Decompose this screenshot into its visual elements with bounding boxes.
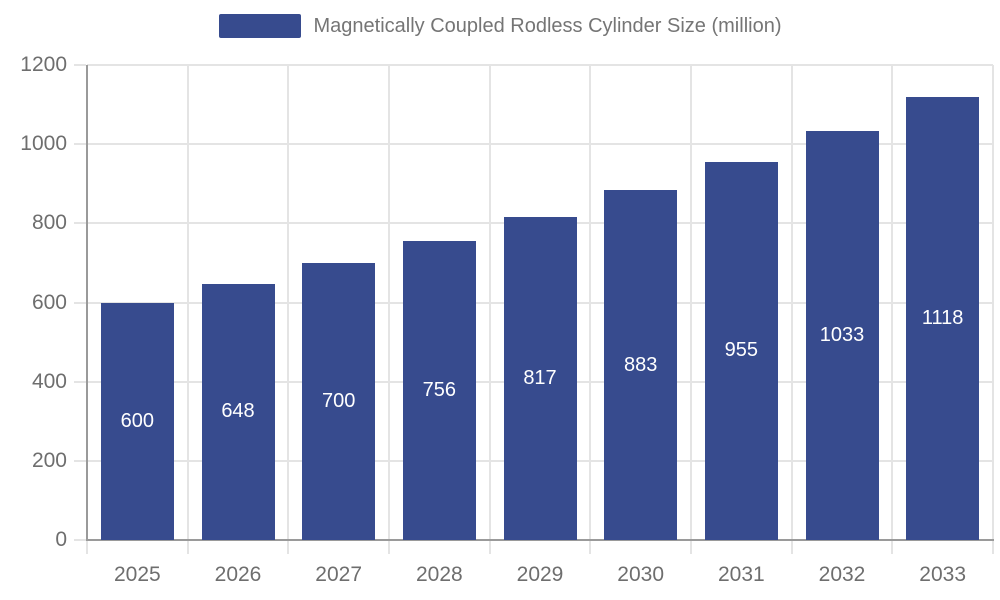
gridline-vertical <box>992 65 994 540</box>
gridline-horizontal <box>87 64 993 66</box>
bar[interactable]: 648 <box>201 283 275 540</box>
gridline-vertical <box>790 65 793 540</box>
x-axis-tick <box>287 541 290 554</box>
x-axis-label: 2025 <box>113 563 161 586</box>
bar[interactable]: 700 <box>302 262 376 540</box>
bar[interactable]: 1033 <box>805 131 879 540</box>
y-axis-label: 800 <box>31 211 67 235</box>
legend[interactable]: Magnetically Coupled Rodless Cylinder Si… <box>0 14 1000 38</box>
x-axis-label: 2026 <box>214 563 262 586</box>
gridline-vertical <box>488 65 491 540</box>
x-axis-label: 2027 <box>315 563 363 586</box>
y-axis-tick <box>74 539 86 541</box>
y-axis-tick <box>74 301 86 304</box>
bar-value-label: 700 <box>321 389 356 412</box>
bar-value-label: 756 <box>422 378 457 401</box>
bar-value-label: 600 <box>120 409 155 432</box>
bar[interactable]: 817 <box>503 216 577 540</box>
y-axis-tick <box>74 222 86 225</box>
y-axis-label: 1000 <box>20 132 67 156</box>
gridline-vertical <box>690 65 692 540</box>
x-axis-label: 2033 <box>919 563 967 586</box>
plot-area: 0 200 400 600 800 1000 1200 600 2025 648 2026 700 20… <box>20 53 994 586</box>
bar[interactable]: 600 <box>100 302 174 540</box>
bar-value-label: 955 <box>724 339 759 362</box>
x-axis-tick <box>690 541 692 554</box>
gridline-vertical <box>186 65 189 540</box>
y-axis-label: 200 <box>31 448 67 472</box>
gridline-vertical <box>287 65 290 540</box>
bar[interactable]: 955 <box>704 161 778 540</box>
y-axis-label: 1200 <box>20 53 67 76</box>
y-axis-tick <box>74 64 86 66</box>
x-axis-tick <box>992 541 994 554</box>
y-axis-tick <box>74 143 86 146</box>
bar[interactable]: 756 <box>402 240 476 540</box>
x-axis-tick <box>790 541 793 554</box>
x-axis-label: 2030 <box>617 563 665 586</box>
x-axis-label: 2031 <box>717 563 765 586</box>
x-axis-label: 2028 <box>415 563 463 586</box>
x-axis-label: 2032 <box>818 563 866 586</box>
bar-value-label: 1033 <box>819 324 865 347</box>
gridline-vertical <box>891 65 894 540</box>
x-axis-tick <box>186 541 189 554</box>
bar-value-label: 817 <box>523 366 557 389</box>
gridline-vertical <box>589 65 592 540</box>
x-axis-tick <box>891 541 894 554</box>
legend-label: Magnetically Coupled Rodless Cylinder Si… <box>313 14 782 37</box>
y-axis-tick <box>74 459 86 462</box>
y-axis-label: 0 <box>55 528 67 551</box>
y-axis-label: 600 <box>31 290 67 314</box>
gridline-vertical <box>388 65 390 540</box>
x-axis-tick <box>589 541 592 554</box>
x-axis-label: 2029 <box>516 563 564 586</box>
x-axis-tick <box>86 541 88 554</box>
bar-value-label: 648 <box>221 400 255 423</box>
x-axis-tick <box>488 541 491 554</box>
bar-value-label: 1118 <box>921 307 964 330</box>
y-axis-label: 400 <box>31 369 67 393</box>
y-axis-tick <box>74 380 86 383</box>
x-axis-line <box>86 539 994 541</box>
bar-value-label: 883 <box>623 353 658 376</box>
y-axis-line <box>86 65 88 540</box>
x-axis-tick <box>388 541 390 554</box>
legend-swatch-icon <box>218 14 301 38</box>
bar[interactable]: 1118 <box>906 97 980 540</box>
bar[interactable]: 883 <box>604 190 678 540</box>
gridline-horizontal <box>87 143 993 146</box>
